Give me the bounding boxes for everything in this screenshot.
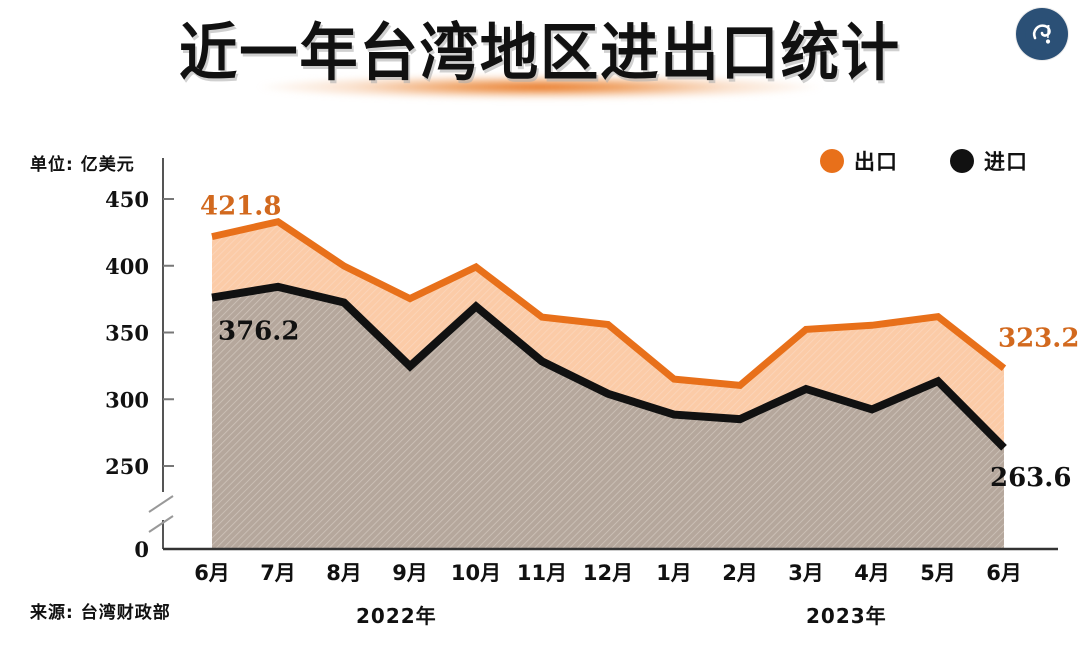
brand-logo bbox=[1016, 8, 1068, 60]
x-axis-label-8: 2月 bbox=[722, 561, 758, 585]
legend-item-import: 进口 bbox=[950, 146, 1028, 176]
chart-legend: 出口 进口 bbox=[820, 146, 1028, 176]
legend-dot-orange-icon bbox=[820, 149, 844, 173]
legend-label-export: 出口 bbox=[854, 150, 898, 174]
x-axis-label-3: 9月 bbox=[392, 561, 428, 585]
data-label-export-last: 323.2 bbox=[998, 323, 1079, 353]
x-axis-label-11: 5月 bbox=[920, 561, 956, 585]
legend-item-export: 出口 bbox=[820, 146, 898, 176]
x-axis-label-6: 12月 bbox=[583, 561, 633, 585]
year-label-2023: 2023年 bbox=[806, 604, 887, 628]
x-axis-label-9: 3月 bbox=[788, 561, 824, 585]
title-block: 近一年台湾地区进出口统计 bbox=[0, 16, 1080, 100]
x-axis-label-1: 7月 bbox=[260, 561, 296, 585]
data-label-export-first: 421.8 bbox=[200, 192, 281, 222]
y-axis-label-450: 450 bbox=[105, 187, 149, 212]
y-axis-label-zero: 0 bbox=[134, 537, 149, 562]
x-axis-label-10: 4月 bbox=[854, 561, 890, 585]
x-axis-label-7: 1月 bbox=[656, 561, 692, 585]
data-label-import-last: 263.6 bbox=[990, 463, 1071, 493]
import-area bbox=[212, 286, 1004, 549]
y-axis-label-250: 250 bbox=[105, 454, 149, 479]
x-axis-label-5: 11月 bbox=[517, 561, 567, 585]
y-axis-unit-label: 单位: 亿美元 bbox=[30, 155, 135, 175]
x-axis-label-0: 6月 bbox=[194, 561, 230, 585]
y-axis-label-300: 300 bbox=[105, 387, 149, 412]
brand-circle-logo-icon bbox=[1024, 16, 1060, 52]
x-axis-label-4: 10月 bbox=[451, 561, 501, 585]
import-line bbox=[211, 282, 1007, 451]
x-axis-label-2: 8月 bbox=[326, 561, 362, 585]
source-label: 来源: 台湾财政部 bbox=[30, 603, 171, 623]
legend-dot-black-icon bbox=[950, 149, 974, 173]
axis-break-icon bbox=[148, 495, 174, 533]
export-line bbox=[211, 217, 1007, 389]
y-axis-label-400: 400 bbox=[105, 254, 149, 279]
data-label-import-first: 376.2 bbox=[218, 317, 299, 347]
x-axis-label-12: 6月 bbox=[986, 561, 1022, 585]
y-axis-label-350: 350 bbox=[105, 321, 149, 346]
year-label-2022: 2022年 bbox=[356, 604, 437, 628]
legend-label-import: 进口 bbox=[984, 150, 1028, 174]
page-title: 近一年台湾地区进出口统计 bbox=[179, 16, 901, 89]
